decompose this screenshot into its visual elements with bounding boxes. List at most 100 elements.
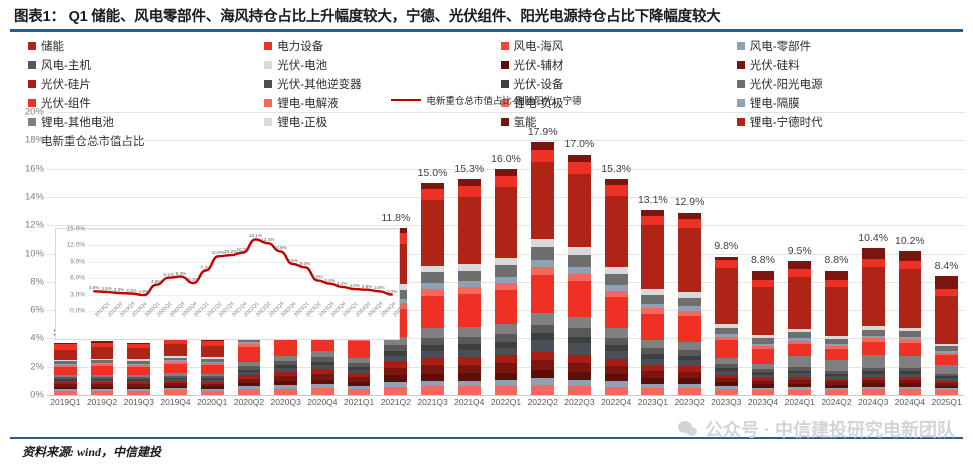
bar-column[interactable]: 16.0% [488,112,525,395]
legend-item-label: 风电-零部件 [749,41,812,53]
bar-segment [494,385,518,395]
bar-column[interactable]: 8.8% [818,112,855,395]
legend-items: 储能 电力设备 风电-海风 风电-零部件 风电-主机 光伏-电池 光伏-辅材 光伏-硅料 光伏-… [14,38,959,149]
bar-segment [641,209,665,216]
inset-x-tick: 2021Q4 [224,301,248,339]
legend-item[interactable]: 光伏-组件 [14,95,250,111]
bar-segment [861,247,885,259]
bar-column[interactable]: 17.9% [524,112,561,395]
legend-item[interactable]: 光伏-设备 [487,76,723,92]
bar-column[interactable]: 9.5% [781,112,818,395]
stacked-bar[interactable] [531,141,555,395]
legend-item[interactable]: 锂电-电解液 [250,95,486,111]
bar-segment [604,328,628,338]
legend-item[interactable]: 锂电-宁德时代 [723,114,959,130]
bar-segment [751,348,775,365]
bar-column[interactable]: 13.1% [635,112,672,395]
bar-column[interactable]: 12.9% [671,112,708,395]
inset-x-tick: 2022Q4 [274,301,297,339]
bar-column[interactable]: 15.3% [451,112,488,395]
bar-segment [200,381,224,384]
stacked-bar[interactable] [90,341,114,395]
inset-x-tick: 2025Q1 [386,301,409,339]
bar-segment [714,374,738,378]
stacked-bar[interactable] [898,250,922,395]
stacked-bar[interactable] [53,342,77,395]
legend-item[interactable]: 风电-主机 [14,57,250,73]
stacked-bar[interactable] [678,212,701,395]
bar-segment [678,310,701,317]
bar-segment [898,250,922,262]
stacked-bar[interactable] [788,260,812,395]
bar-segment [861,355,885,368]
stacked-bar[interactable] [200,339,224,395]
legend-swatch-icon [736,80,745,88]
bar-segment [751,377,775,381]
bar-segment [751,374,775,378]
bar-column[interactable]: 8.4% [928,112,965,395]
legend-item[interactable]: 电力设备 [250,38,486,54]
legend-swatch-icon [264,42,273,50]
bar-column[interactable]: 10.2% [892,112,929,395]
legend-item[interactable]: 光伏-硅片 [14,76,250,92]
bar-segment [421,272,444,284]
stacked-bar[interactable] [164,338,187,395]
stacked-bar[interactable] [127,342,151,395]
stacked-bar[interactable] [751,270,775,395]
legend-item[interactable]: 锂电-负极 [487,95,723,111]
bar-column[interactable]: 9.8% [708,112,745,395]
bar-segment [861,373,885,377]
legend-item[interactable]: 风电-零部件 [723,38,959,54]
bar-column[interactable]: 15.0% [414,112,451,395]
stacked-bar[interactable] [568,154,591,395]
bar-segment [751,346,775,349]
bar-segment [200,376,224,379]
stacked-bar[interactable] [457,178,481,395]
bar-column[interactable]: 10.4% [855,112,892,395]
legend-item[interactable]: 锂电-正极 [250,114,486,130]
bar-segment [935,352,958,356]
bar-segment [678,366,701,372]
bar-segment [274,367,298,372]
legend-item[interactable]: 锂电-其他电池 [14,114,250,130]
bar-segment [311,365,334,370]
y-axis-tick: 16% [24,163,44,175]
stacked-bar[interactable] [604,178,628,395]
inset-point-label: 3.6% [374,285,385,291]
stacked-bar[interactable] [714,256,738,395]
bar-segment [898,367,922,372]
legend-item-label: 锂电-隔膜 [749,98,800,110]
bar-value-label: 9.5% [787,244,812,257]
bar-segment [164,390,187,395]
bar-segment [678,292,701,298]
legend-item[interactable]: 氢能 [487,114,723,130]
bar-segment [200,339,224,342]
bar-segment [53,377,77,380]
legend-item[interactable]: 光伏-辅材 [487,57,723,73]
stacked-bar[interactable] [421,182,444,395]
x-axis-tick: 2021Q4 [454,397,485,407]
legend-item[interactable]: 锂电-隔膜 [723,95,959,111]
legend-item[interactable]: 光伏-电池 [250,57,486,73]
bar-column[interactable]: 15.3% [598,112,635,395]
stacked-bar[interactable] [861,247,885,395]
bar-segment [714,382,738,387]
legend-item[interactable]: 光伏-阳光电源 [723,76,959,92]
legend-item[interactable]: 光伏-其他逆变器 [250,76,486,92]
bar-segment [384,355,408,362]
legend-item[interactable]: 光伏-硅料 [723,57,959,73]
bar-segment [861,338,885,342]
stacked-bar[interactable] [825,270,848,395]
inset-x-axis: 2019Q1 2019Q2 2019Q3 2019Q4 2020Q1 2020Q2 2020… [88,301,409,339]
stacked-bar[interactable] [494,168,518,395]
bar-segment [494,324,518,335]
bar-segment [714,333,738,337]
stacked-bar[interactable] [641,209,665,395]
bar-column[interactable]: 8.8% [745,112,782,395]
bar-segment [678,387,701,395]
bar-column[interactable]: 17.0% [561,112,598,395]
inset-point-label: 7.4% [200,264,212,270]
stacked-bar[interactable] [935,276,958,395]
legend-item[interactable]: 储能 [14,38,250,54]
legend-item[interactable]: 风电-海风 [487,38,723,54]
